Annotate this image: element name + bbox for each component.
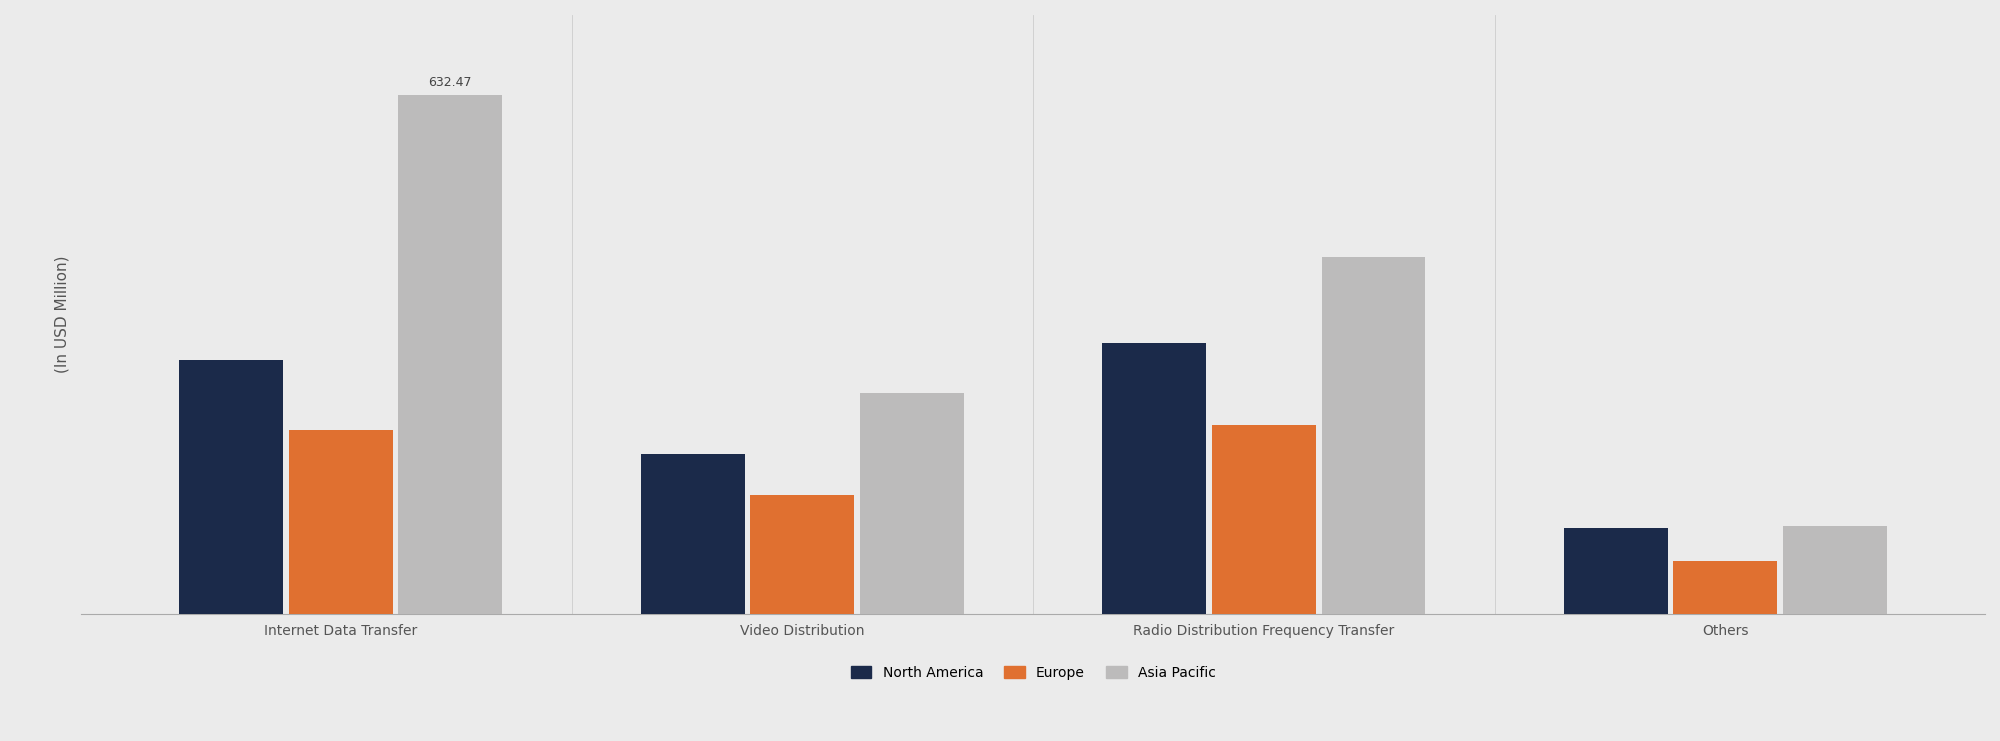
- Y-axis label: (In USD Million): (In USD Million): [54, 256, 70, 373]
- Bar: [1784, 525, 1886, 614]
- Bar: [640, 454, 744, 614]
- Bar: [1102, 343, 1206, 614]
- Bar: [1212, 425, 1316, 614]
- Legend: North America, Europe, Asia Pacific: North America, Europe, Asia Pacific: [846, 660, 1222, 685]
- Bar: [1322, 257, 1426, 614]
- Bar: [180, 360, 284, 614]
- Bar: [750, 495, 854, 614]
- Bar: [860, 393, 964, 614]
- Bar: [288, 430, 392, 614]
- Bar: [398, 95, 502, 614]
- Text: 632.47: 632.47: [428, 76, 472, 88]
- Bar: [1674, 561, 1778, 614]
- Bar: [1564, 528, 1668, 614]
